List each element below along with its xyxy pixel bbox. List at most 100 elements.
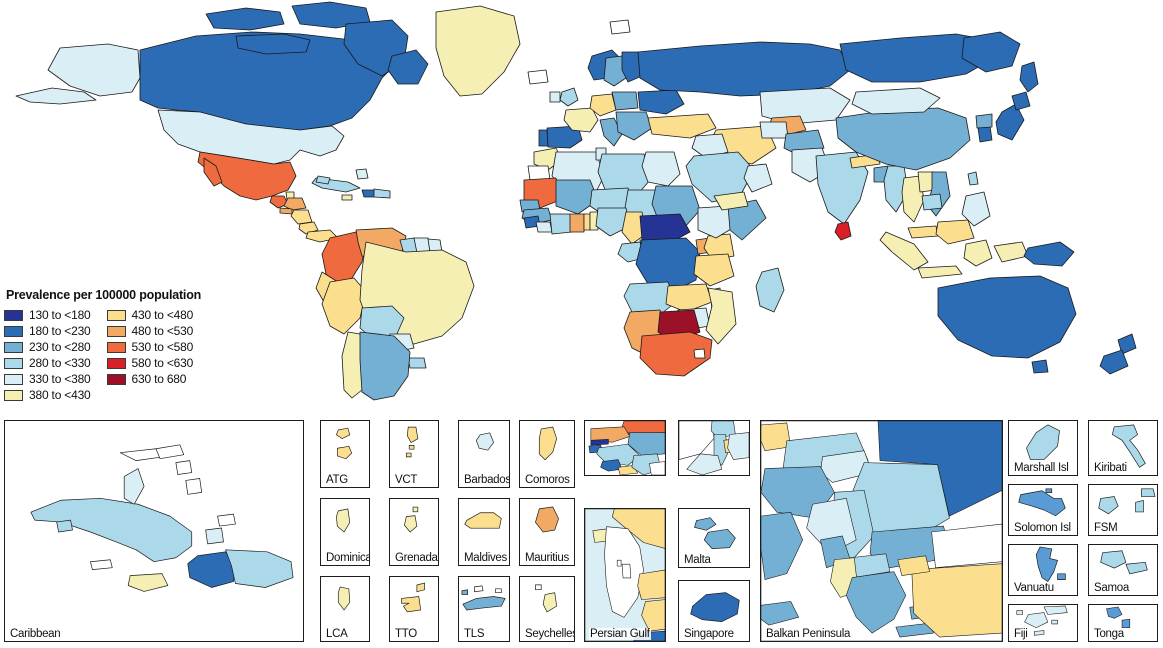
shape-savaii xyxy=(1100,550,1127,569)
region-russia-far-east xyxy=(961,31,1021,73)
inset-lca: LCA xyxy=(320,576,370,642)
region-nicaragua xyxy=(290,209,313,225)
region-mongolia xyxy=(851,87,941,115)
legend-item: 530 to <580 xyxy=(106,340,193,354)
inset-dominica-svg xyxy=(336,508,351,533)
legend-title: Prevalence per 100000 population xyxy=(6,288,202,302)
region-italy xyxy=(599,117,623,147)
inset-grenada-label: Grenada xyxy=(394,552,438,564)
shape-barbados xyxy=(475,432,494,451)
inset-west-africa: West Africa xyxy=(584,420,666,476)
legend-item: 130 to <180 xyxy=(4,308,91,322)
region-java xyxy=(917,265,963,279)
inset-comoros: Comoros xyxy=(519,420,575,488)
region-sumatra xyxy=(879,231,929,271)
region-bahamas xyxy=(355,168,369,180)
legend-item: 580 to <630 xyxy=(106,356,193,370)
shape-vanua-levu xyxy=(1043,605,1068,615)
region-western-sahara xyxy=(527,165,551,181)
inset-lca-label: LCA xyxy=(325,628,349,640)
inset-barbados-label: Barbados xyxy=(463,474,510,486)
world-map-svg xyxy=(15,1,1137,401)
region-oman xyxy=(641,599,665,632)
region-new-zealand-s xyxy=(1099,349,1129,375)
legend-item-label: 380 to <430 xyxy=(29,388,91,402)
shape-grenadine-2 xyxy=(405,452,412,458)
region-greenland xyxy=(435,5,521,97)
region-ireland xyxy=(549,91,561,103)
legend-swatch xyxy=(106,341,126,353)
shape-timor-leste xyxy=(462,596,506,611)
region-bahamas-5 xyxy=(185,478,203,495)
shape-tonga-south xyxy=(1121,618,1131,629)
legend-swatch xyxy=(4,309,23,321)
legend-swatch xyxy=(106,373,126,385)
inset-west-africa-svg xyxy=(588,421,665,475)
inset-fiji: Fiji xyxy=(1008,604,1078,642)
region-egypt-sinai xyxy=(686,453,723,475)
inset-mauritius: Mauritius xyxy=(519,498,575,566)
region-uae xyxy=(637,569,665,600)
inset-balkan-label: Balkan Peninsula xyxy=(765,628,852,640)
legend-swatch xyxy=(106,309,126,321)
inset-tto: TTO xyxy=(389,576,439,642)
shape-antigua xyxy=(336,445,353,460)
legend-item: 230 to <280 xyxy=(4,340,91,354)
region-australia xyxy=(937,275,1077,359)
region-balkans-main xyxy=(615,111,653,141)
inset-maldives: Maldives xyxy=(458,498,510,566)
inset-kiribati: Kiribati xyxy=(1088,420,1158,476)
shape-gozo xyxy=(694,517,717,531)
shape-vanuatu xyxy=(1035,546,1059,583)
inset-maldives-svg xyxy=(464,512,502,529)
region-jordan xyxy=(727,432,749,460)
legend-item-label: 230 to <280 xyxy=(29,340,91,354)
region-turkey-thrace xyxy=(897,555,930,576)
inset-grenada-svg xyxy=(404,506,419,533)
shape-kiribati xyxy=(1111,424,1146,468)
inset-balkan-svg xyxy=(761,421,1002,641)
inset-singapore-label: Singapore xyxy=(683,628,735,640)
region-sea xyxy=(649,461,665,475)
legend-swatch xyxy=(4,389,23,401)
region-svalbard xyxy=(609,19,631,35)
shape-seychelles-islet xyxy=(535,584,542,591)
inset-vanuatu-label: Vanuatu xyxy=(1013,582,1055,594)
legend-swatch xyxy=(4,373,23,385)
inset-singapore-svg xyxy=(690,592,740,622)
region-finland xyxy=(621,51,643,83)
shape-fiji-islet-3 xyxy=(1033,630,1045,636)
shape-malta xyxy=(703,528,736,549)
inset-solomon-isl: Solomon Isl xyxy=(1008,484,1078,536)
region-honduras xyxy=(283,197,307,211)
region-crete xyxy=(895,622,934,638)
legend-item: 430 to <480 xyxy=(106,308,193,322)
region-turkmenistan xyxy=(759,121,789,139)
inset-grenada: Grenada xyxy=(389,498,439,566)
inset-dominica-label: Dominica xyxy=(325,552,369,564)
region-korea-south xyxy=(977,125,993,143)
map-legend: Prevalence per 100000 population 130 to … xyxy=(4,288,289,402)
region-cuba-dot xyxy=(315,175,331,185)
inset-persian-gulf: Persian Gulf xyxy=(584,508,666,642)
inset-barbados: Barbados xyxy=(458,420,510,488)
inset-tto-label: TTO xyxy=(394,628,418,640)
region-jamaica xyxy=(127,573,169,592)
inset-mauritius-svg xyxy=(535,506,559,533)
shape-dominica xyxy=(336,508,351,533)
region-turkey xyxy=(911,563,1002,638)
region-cambodia xyxy=(921,193,943,211)
region-jamaica xyxy=(341,194,353,201)
region-papua-new-guinea xyxy=(1023,241,1075,267)
region-indonesia-east xyxy=(993,241,1029,263)
region-senegal xyxy=(590,426,631,443)
region-guatemala xyxy=(269,195,289,209)
region-argentina xyxy=(359,331,411,401)
inset-marshall-label: Marshall Isl xyxy=(1013,462,1070,474)
shape-trinidad xyxy=(401,596,422,613)
region-lebanon-syria xyxy=(710,421,736,439)
inset-barbados-svg xyxy=(475,432,494,451)
inset-tls-svg xyxy=(461,585,506,611)
region-italy-south xyxy=(761,511,803,580)
inset-samoa: Samoa xyxy=(1088,544,1158,596)
